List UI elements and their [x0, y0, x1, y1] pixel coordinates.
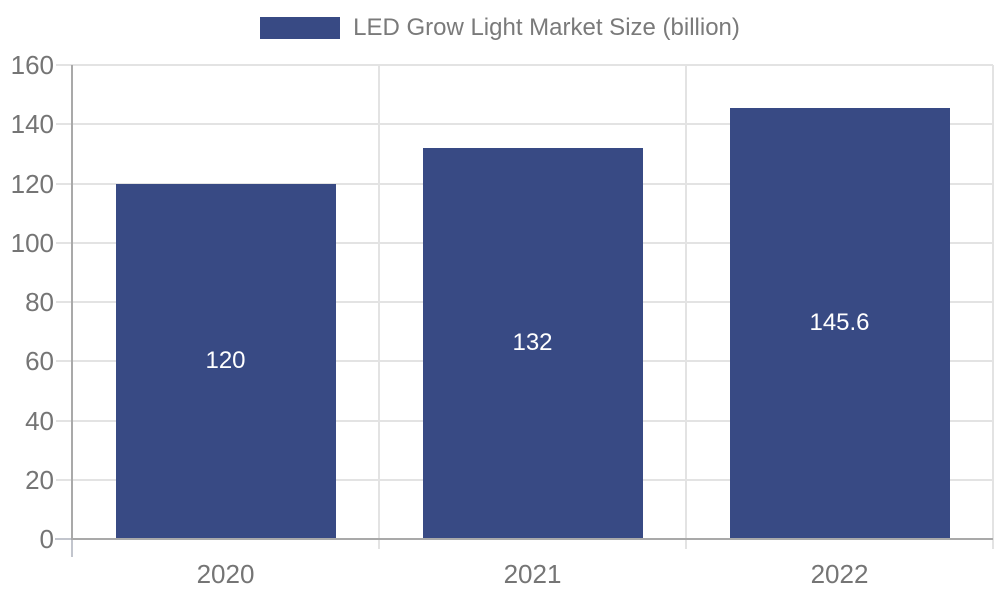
y-tick-label: 100 — [10, 227, 54, 258]
legend-item[interactable]: LED Grow Light Market Size (billion) — [0, 14, 1000, 42]
y-tick-label: 140 — [10, 109, 54, 140]
y-tick-label: 60 — [25, 346, 54, 377]
bar-value-label: 132 — [512, 329, 553, 357]
y-tick-mark — [56, 182, 72, 185]
y-tick-label: 0 — [39, 524, 54, 554]
y-tick-mark — [56, 360, 72, 363]
x-axis-line — [71, 538, 993, 540]
v-gridline — [378, 65, 380, 549]
plot-area: 120 132 145.6 — [72, 64, 994, 549]
legend-label: LED Grow Light Market Size (billion) — [353, 14, 740, 41]
y-tick-label: 160 — [10, 50, 54, 80]
bar-value-label: 145.6 — [809, 309, 870, 337]
x-tick-label: 2022 — [810, 559, 869, 589]
y-tick-label: 80 — [25, 287, 54, 317]
y-tick-mark — [56, 478, 72, 481]
h-gridline — [72, 123, 993, 126]
bar-2022[interactable] — [729, 107, 950, 539]
x-axis-overhang — [55, 538, 71, 540]
y-tick-label: 120 — [10, 168, 54, 199]
bar-2021[interactable] — [422, 147, 643, 539]
y-axis-overhang — [71, 539, 73, 557]
y-tick-label: 40 — [25, 405, 54, 436]
bar-2020[interactable] — [115, 183, 336, 539]
bar-value-label: 120 — [205, 347, 246, 375]
h-gridline — [72, 64, 993, 66]
v-gridline — [992, 65, 994, 549]
y-tick-mark — [56, 419, 72, 422]
x-tick-label: 2020 — [196, 559, 255, 589]
legend-swatch — [260, 17, 341, 39]
y-tick-label: 20 — [25, 464, 54, 495]
y-axis-line — [71, 65, 73, 539]
v-gridline — [685, 65, 687, 549]
y-tick-mark — [56, 241, 72, 244]
x-tick-label: 2021 — [503, 559, 562, 589]
y-tick-mark — [56, 301, 72, 303]
y-tick-mark — [56, 123, 72, 126]
y-tick-mark — [56, 64, 72, 66]
